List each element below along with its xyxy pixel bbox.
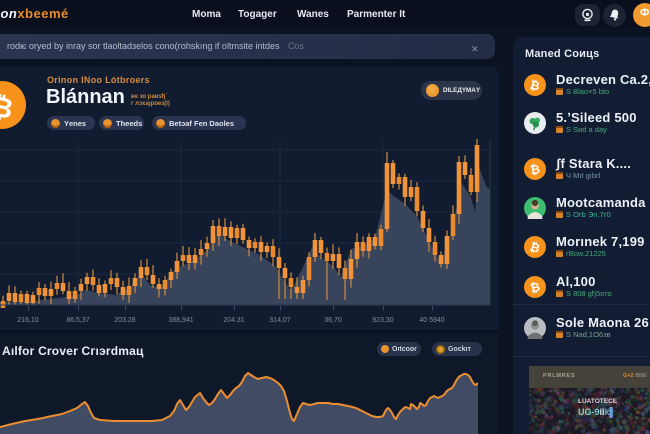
svg-text:36,70: 36,70	[324, 317, 342, 324]
svg-text:86.5,37: 86.5,37	[66, 317, 89, 324]
svg-text:₿: ₿	[529, 280, 542, 296]
svg-text:₿: ₿	[528, 239, 542, 255]
svg-text:LUATOTECE: LUATOTECE	[578, 398, 618, 405]
svg-text:₿: ₿	[529, 162, 541, 178]
svg-text:₿: ₿	[528, 78, 541, 94]
svg-text:216,10: 216,10	[17, 317, 39, 324]
svg-text:923,30: 923,30	[372, 317, 394, 324]
svg-text:UG-9ilk▌: UG-9ilk▌	[578, 406, 616, 418]
svg-text:388,941: 388,941	[168, 317, 193, 324]
svg-text:314,07: 314,07	[269, 317, 291, 324]
svg-text:204.31: 204.31	[223, 317, 245, 324]
svg-text:40 5940: 40 5940	[419, 317, 444, 324]
svg-text:203.28: 203.28	[114, 317, 136, 324]
